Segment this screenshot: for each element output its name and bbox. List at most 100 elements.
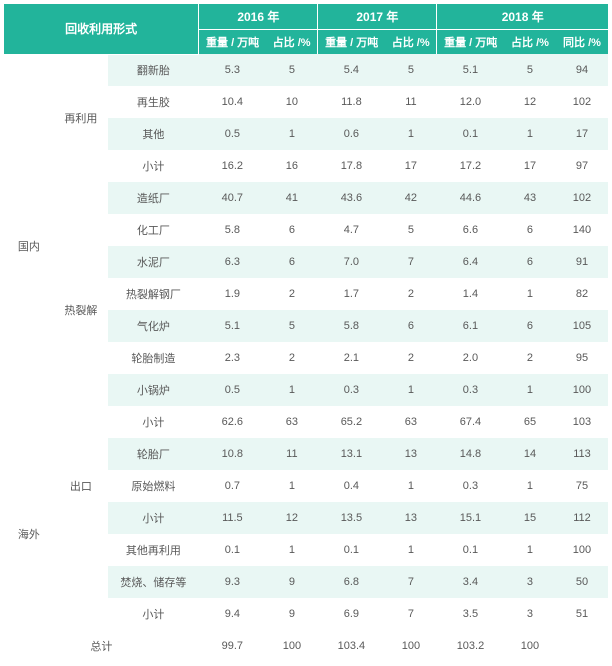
group-cell: 热裂解: [54, 182, 108, 438]
cell-p16: 5: [266, 310, 318, 342]
cell-w18: 2.0: [437, 342, 504, 374]
header-weight-16: 重量 / 万吨: [199, 29, 266, 54]
cell-w16: 16.2: [199, 150, 266, 182]
cell-w18: 6.1: [437, 310, 504, 342]
cell-w18: 5.1: [437, 54, 504, 86]
item-cell: 小计: [108, 406, 199, 438]
item-cell: 小计: [108, 502, 199, 534]
recycling-table: 回收利用形式 2016 年 2017 年 2018 年 重量 / 万吨 占比 /…: [4, 4, 608, 662]
item-cell: 再生胶: [108, 86, 199, 118]
cell-w16: 10.4: [199, 86, 266, 118]
cell-p16: 1: [266, 470, 318, 502]
cell-p16: 12: [266, 502, 318, 534]
cell-p16: 6: [266, 246, 318, 278]
cell-p18: 15: [504, 502, 556, 534]
cell-w17: 0.6: [318, 118, 385, 150]
cell-p18: 1: [504, 118, 556, 150]
item-cell: 水泥厂: [108, 246, 199, 278]
cell-p16: 1: [266, 118, 318, 150]
cell-p17: 2: [385, 278, 437, 310]
total-label: 总计: [4, 630, 199, 662]
cell-p18: 6: [504, 214, 556, 246]
cell-p16: 16: [266, 150, 318, 182]
cell-y18: 51: [556, 598, 608, 630]
cell-p18: 6: [504, 310, 556, 342]
item-cell: 其他: [108, 118, 199, 150]
cell-p17: 100: [385, 630, 437, 662]
header-year-2016: 2016 年: [199, 4, 318, 29]
cell-w18: 15.1: [437, 502, 504, 534]
cell-w16: 2.3: [199, 342, 266, 374]
cell-y18: 100: [556, 374, 608, 406]
cell-w18: 0.3: [437, 374, 504, 406]
cell-y18: 140: [556, 214, 608, 246]
cell-p16: 100: [266, 630, 318, 662]
cell-w18: 0.3: [437, 470, 504, 502]
cell-p17: 7: [385, 246, 437, 278]
header-year-2018: 2018 年: [437, 4, 608, 29]
cell-p18: 12: [504, 86, 556, 118]
cell-p18: 1: [504, 374, 556, 406]
cell-p18: 1: [504, 534, 556, 566]
cell-w16: 9.3: [199, 566, 266, 598]
group-cell: 出口: [54, 438, 108, 534]
cell-p17: 1: [385, 374, 437, 406]
cell-p17: 7: [385, 598, 437, 630]
cell-y18: 50: [556, 566, 608, 598]
cell-w17: 6.9: [318, 598, 385, 630]
header-yoy-18: 同比 /%: [556, 29, 608, 54]
cell-p16: 6: [266, 214, 318, 246]
cell-w17: 5.4: [318, 54, 385, 86]
cell-w18: 3.5: [437, 598, 504, 630]
cell-w17: 0.4: [318, 470, 385, 502]
cell-p16: 1: [266, 534, 318, 566]
table-row: 热裂解造纸厂40.74143.64244.643102: [4, 182, 608, 214]
cell-y18: 95: [556, 342, 608, 374]
cell-w17: 13.5: [318, 502, 385, 534]
cell-p17: 5: [385, 214, 437, 246]
cell-p17: 63: [385, 406, 437, 438]
cell-p17: 6: [385, 310, 437, 342]
cell-w16: 9.4: [199, 598, 266, 630]
table-header: 回收利用形式 2016 年 2017 年 2018 年 重量 / 万吨 占比 /…: [4, 4, 608, 54]
cell-p16: 9: [266, 566, 318, 598]
item-cell: 原始燃料: [108, 470, 199, 502]
cell-w17: 5.8: [318, 310, 385, 342]
cell-p17: 1: [385, 118, 437, 150]
group-cell: [54, 534, 108, 630]
cell-y18: [556, 630, 608, 662]
cell-w18: 6.4: [437, 246, 504, 278]
cell-p18: 6: [504, 246, 556, 278]
cell-w16: 5.8: [199, 214, 266, 246]
total-row: 总计99.7100103.4100103.2100: [4, 630, 608, 662]
cell-w18: 12.0: [437, 86, 504, 118]
cell-p17: 13: [385, 502, 437, 534]
cell-w16: 10.8: [199, 438, 266, 470]
item-cell: 小锅炉: [108, 374, 199, 406]
cell-w17: 7.0: [318, 246, 385, 278]
cell-w18: 67.4: [437, 406, 504, 438]
cell-p17: 13: [385, 438, 437, 470]
cell-p18: 2: [504, 342, 556, 374]
item-cell: 小计: [108, 150, 199, 182]
cell-p18: 100: [504, 630, 556, 662]
cell-w17: 6.8: [318, 566, 385, 598]
cell-p16: 2: [266, 278, 318, 310]
cell-p16: 63: [266, 406, 318, 438]
item-cell: 造纸厂: [108, 182, 199, 214]
cell-y18: 91: [556, 246, 608, 278]
cell-w17: 103.4: [318, 630, 385, 662]
item-cell: 化工厂: [108, 214, 199, 246]
table-row: 国内再利用翻新胎5.355.455.1594: [4, 54, 608, 86]
item-cell: 轮胎制造: [108, 342, 199, 374]
item-cell: 气化炉: [108, 310, 199, 342]
cell-y18: 97: [556, 150, 608, 182]
cell-p16: 10: [266, 86, 318, 118]
cell-p16: 2: [266, 342, 318, 374]
cell-y18: 102: [556, 182, 608, 214]
cell-w18: 44.6: [437, 182, 504, 214]
category-cell: 国内: [4, 54, 54, 438]
cell-w17: 2.1: [318, 342, 385, 374]
cell-w16: 6.3: [199, 246, 266, 278]
cell-w18: 103.2: [437, 630, 504, 662]
